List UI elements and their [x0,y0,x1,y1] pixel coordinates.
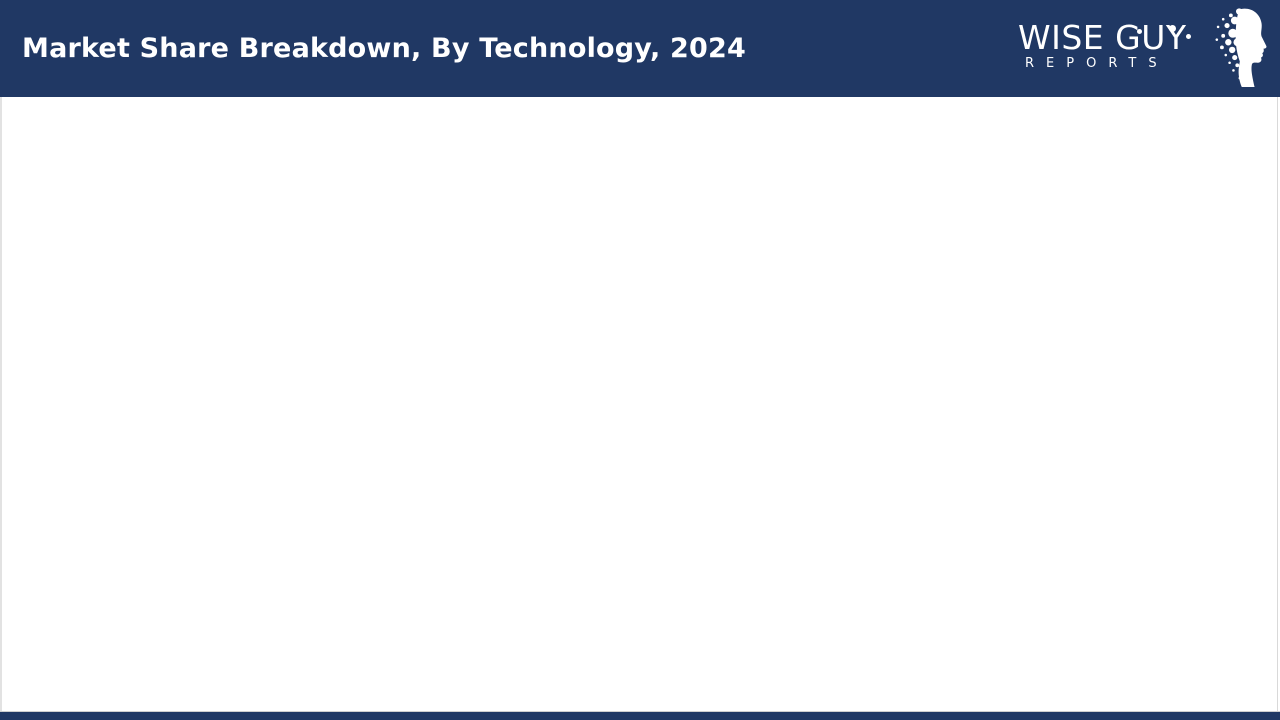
wiseguy-logo: WISE GUY REPORTS [1018,6,1268,92]
logo-subtext: REPORTS [1025,56,1169,71]
logo-head-icon [1215,8,1267,88]
logo-wordmark: WISE GUY [1018,18,1187,57]
logo-dot-icon [1137,29,1142,34]
logo-text: WISE GUY REPORTS [1018,20,1194,72]
chart-header: Market Share Breakdown, By Technology, 2… [0,0,1280,97]
footer-bar [0,711,1280,720]
chart-title: Market Share Breakdown, By Technology, 2… [22,33,747,64]
logo-dot-icon [1169,25,1176,32]
logo-dot-icon [1186,34,1191,39]
chart-surface [0,97,1278,712]
